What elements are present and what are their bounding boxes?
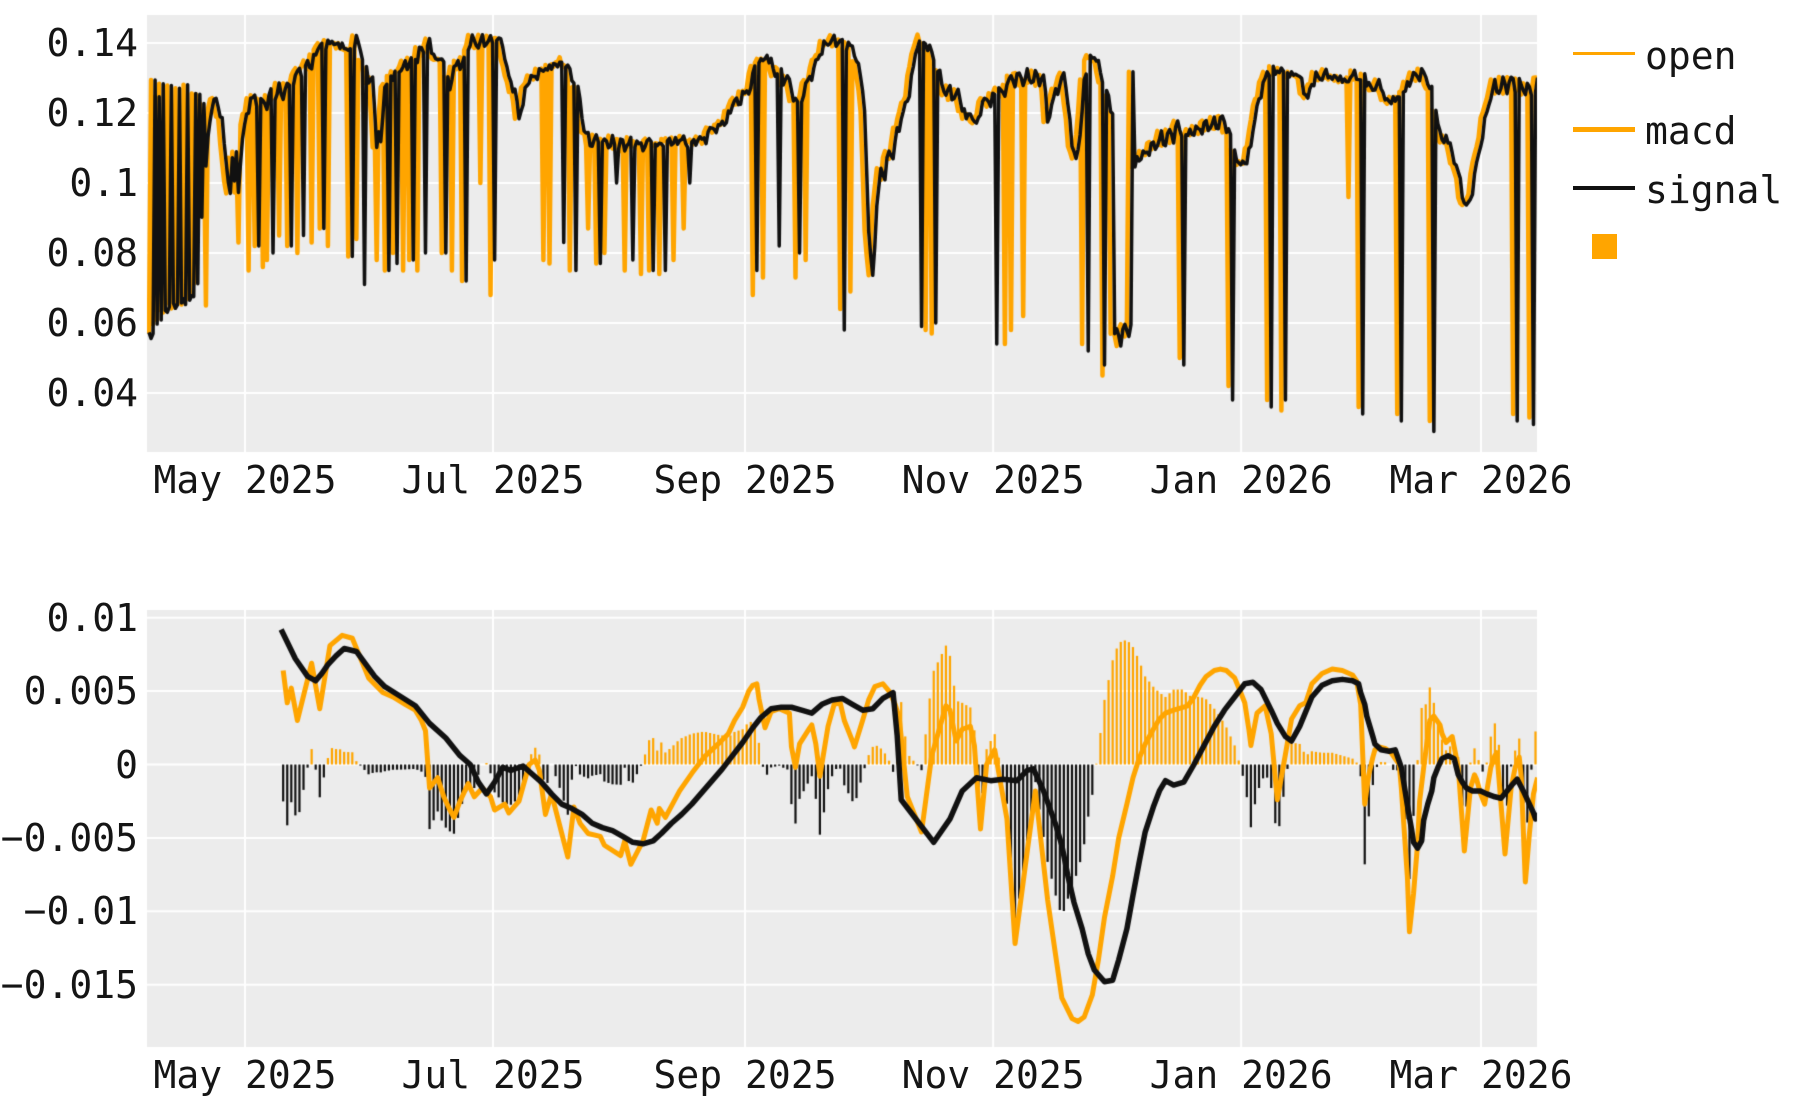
macd-x-tick-label: Nov 2025 [901,1053,1085,1097]
legend-line-macd-icon [1573,127,1635,132]
price-y-tick-label: 0.08 [46,231,138,275]
price-y-tick-label: 0.12 [46,91,138,135]
macd-x-tick-label: Sep 2025 [653,1053,837,1097]
legend-patch-histogram-icon [1592,234,1617,259]
macd-x-tick-label: Mar 2026 [1389,1053,1573,1097]
price-x-tick-label: May 2025 [153,458,337,502]
price-y-tick-label: 0.06 [46,301,138,345]
legend-label-macd: macd [1645,109,1737,153]
chart-legend: open macd signal [1562,0,1800,300]
price-y-tick-label: 0.1 [69,161,138,205]
legend-line-open-icon [1573,52,1635,55]
price-y-tick-label: 0.14 [46,21,138,65]
price-x-tick-label: Nov 2025 [901,458,1085,502]
legend-label-open: open [1645,34,1737,78]
price-y-tick-label: 0.04 [46,371,138,415]
macd-x-tick-label: Jul 2025 [401,1053,585,1097]
macd-y-tick-label: 0 [115,742,138,787]
macd-y-tick-label: 0.005 [23,669,138,714]
price-x-tick-label: Jul 2025 [401,458,585,502]
price-x-tick-label: Jan 2026 [1149,458,1333,502]
macd-y-tick-label: −0.015 [0,962,138,1007]
price-x-tick-label: Sep 2025 [653,458,837,502]
legend-label-signal: signal [1645,168,1783,212]
macd-y-tick-label: −0.01 [23,889,138,934]
macd-x-tick-label: Jan 2026 [1149,1053,1333,1097]
macd-x-tick-label: May 2025 [153,1053,337,1097]
macd-y-tick-label: −0.005 [0,815,138,860]
price-x-tick-label: Mar 2026 [1389,458,1573,502]
macd-y-tick-label: 0.01 [46,595,138,640]
legend-line-signal-icon [1573,186,1635,190]
